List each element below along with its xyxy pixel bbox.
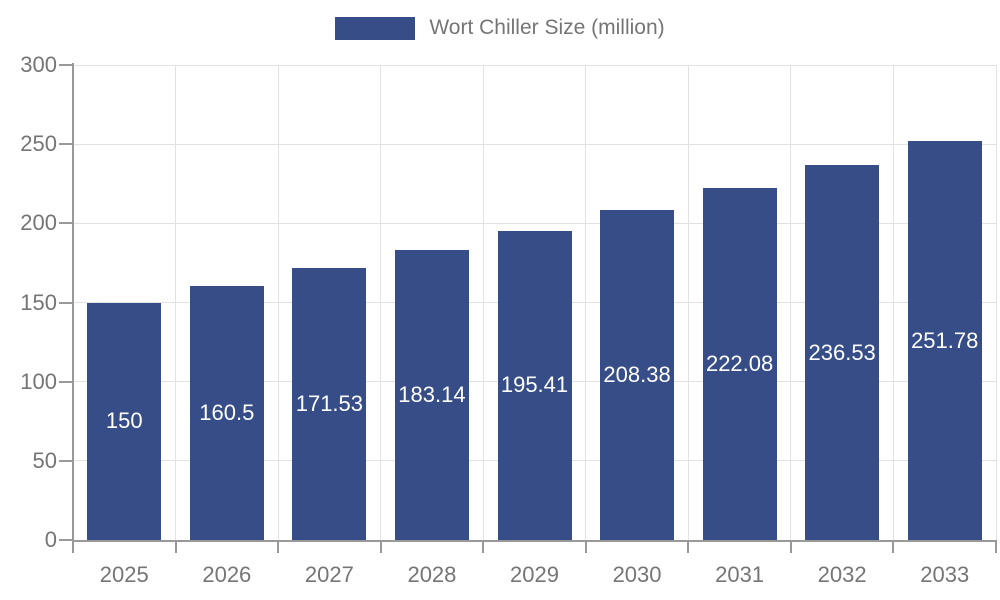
x-tick-label: 2032 [817,562,867,587]
gridline-horizontal [73,143,996,145]
y-tick-label: 0 [44,527,57,552]
y-axis-tick [59,301,73,304]
gridline-vertical [175,65,177,540]
bar [497,230,572,540]
legend[interactable]: Wort Chiller Size (million) [0,16,1000,40]
bar [702,188,777,540]
x-axis-tick [379,541,382,553]
bar-value-label: 251.78 [911,327,979,353]
y-axis-tick [59,380,73,383]
gridline-vertical [790,65,792,540]
x-tick-label: 2026 [202,562,252,587]
bar-value-label: 171.53 [295,391,364,417]
gridline-vertical [277,65,279,540]
y-axis-tick [59,222,73,225]
y-tick-label: 50 [32,447,57,473]
gridline-vertical [687,65,689,540]
x-tick-label: 2025 [99,562,149,587]
x-axis-tick [789,541,792,553]
x-tick-label: 2027 [304,562,354,587]
legend-label: Wort Chiller Size (million) [429,16,665,39]
x-tick-label: 2031 [715,562,765,587]
bar-value-label: 222.08 [705,351,774,377]
bar [292,268,367,540]
x-axis-tick [892,541,895,553]
bar-value-label: 208.38 [603,362,671,388]
x-axis-line [72,540,997,542]
x-axis-tick [277,541,280,553]
y-tick-label: 150 [20,289,57,315]
x-axis-tick [174,541,177,553]
gridline-horizontal [73,64,996,66]
bar [805,165,880,540]
bar-value-label: 195.41 [500,372,569,398]
x-axis-tick [687,541,690,553]
gridline-vertical [892,65,894,540]
y-axis-tick [59,64,73,66]
bar [189,285,264,540]
bar [907,141,982,540]
legend-swatch [335,16,416,40]
gridline-vertical [995,65,997,540]
y-tick-label: 250 [20,131,57,157]
y-tick-label: 300 [20,52,57,77]
y-tick-label: 200 [20,210,57,236]
x-axis-tick [995,541,997,553]
gridline-vertical [585,65,587,540]
bar [600,210,675,540]
x-tick-label: 2033 [920,562,970,587]
x-axis-tick [482,541,485,553]
y-axis-line [72,63,74,553]
y-tick-label: 100 [20,368,57,394]
bar-value-label: 150 [105,408,143,434]
y-axis-tick [59,539,73,541]
bar-value-label: 160.5 [199,399,255,425]
gridline-vertical [380,65,382,540]
x-axis-tick [584,541,587,553]
bar-value-label: 236.53 [808,339,876,365]
x-tick-label: 2028 [407,562,457,587]
gridline-horizontal [73,222,996,224]
bar [394,250,469,540]
x-tick-label: 2030 [612,562,662,587]
x-tick-label: 2029 [510,562,559,587]
gridline-vertical [482,65,484,540]
y-axis-tick [59,143,73,146]
y-axis-tick [59,459,73,462]
bar-value-label: 183.14 [398,382,466,407]
bar [87,302,162,540]
